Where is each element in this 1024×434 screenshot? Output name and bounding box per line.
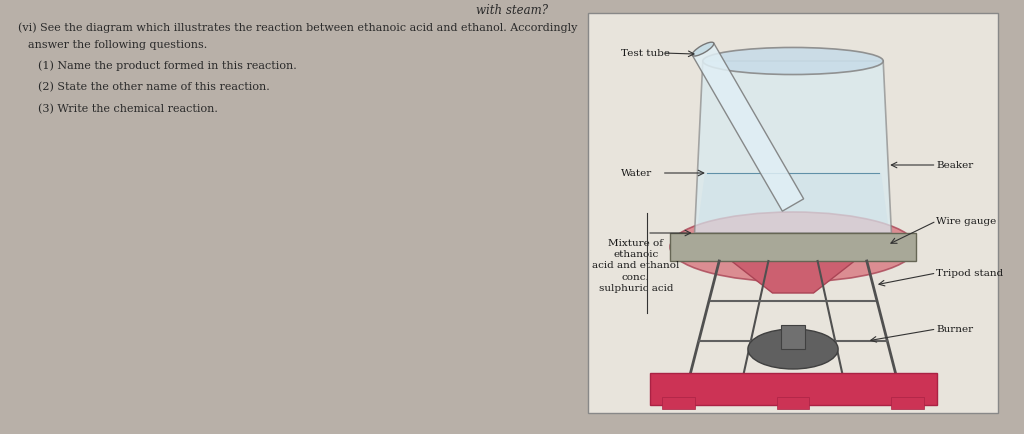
Bar [670, 233, 916, 261]
Ellipse shape [692, 43, 714, 57]
Polygon shape [649, 373, 937, 405]
Ellipse shape [702, 48, 883, 76]
Text: (1) Name the product formed in this reaction.: (1) Name the product formed in this reac… [38, 60, 297, 70]
Bar [776, 397, 809, 409]
Bar [780, 325, 805, 349]
Bar [892, 397, 925, 409]
Bar [588, 14, 998, 413]
Text: (vi) See the diagram which illustrates the reaction between ethanoic acid and et: (vi) See the diagram which illustrates t… [18, 22, 578, 33]
Text: Beaker: Beaker [937, 161, 974, 170]
Polygon shape [694, 62, 892, 233]
Bar [662, 397, 694, 409]
Polygon shape [692, 44, 804, 212]
Ellipse shape [670, 213, 916, 283]
Polygon shape [731, 261, 854, 293]
Text: (3) Write the chemical reaction.: (3) Write the chemical reaction. [38, 104, 218, 114]
Text: Tripod stand: Tripod stand [937, 269, 1004, 278]
Text: Burner: Burner [937, 325, 974, 334]
Text: with steam?: with steam? [476, 4, 548, 17]
Text: Water: Water [621, 169, 652, 178]
Text: Mixture of
ethanoic
acid and ethanol
conc.
sulphuric acid: Mixture of ethanoic acid and ethanol con… [592, 239, 680, 292]
Text: Wire gauge: Wire gauge [937, 217, 996, 226]
Text: Test tube: Test tube [621, 49, 670, 58]
Text: answer the following questions.: answer the following questions. [28, 40, 207, 50]
Polygon shape [696, 174, 890, 233]
Ellipse shape [748, 329, 838, 369]
Text: (2) State the other name of this reaction.: (2) State the other name of this reactio… [38, 82, 269, 92]
